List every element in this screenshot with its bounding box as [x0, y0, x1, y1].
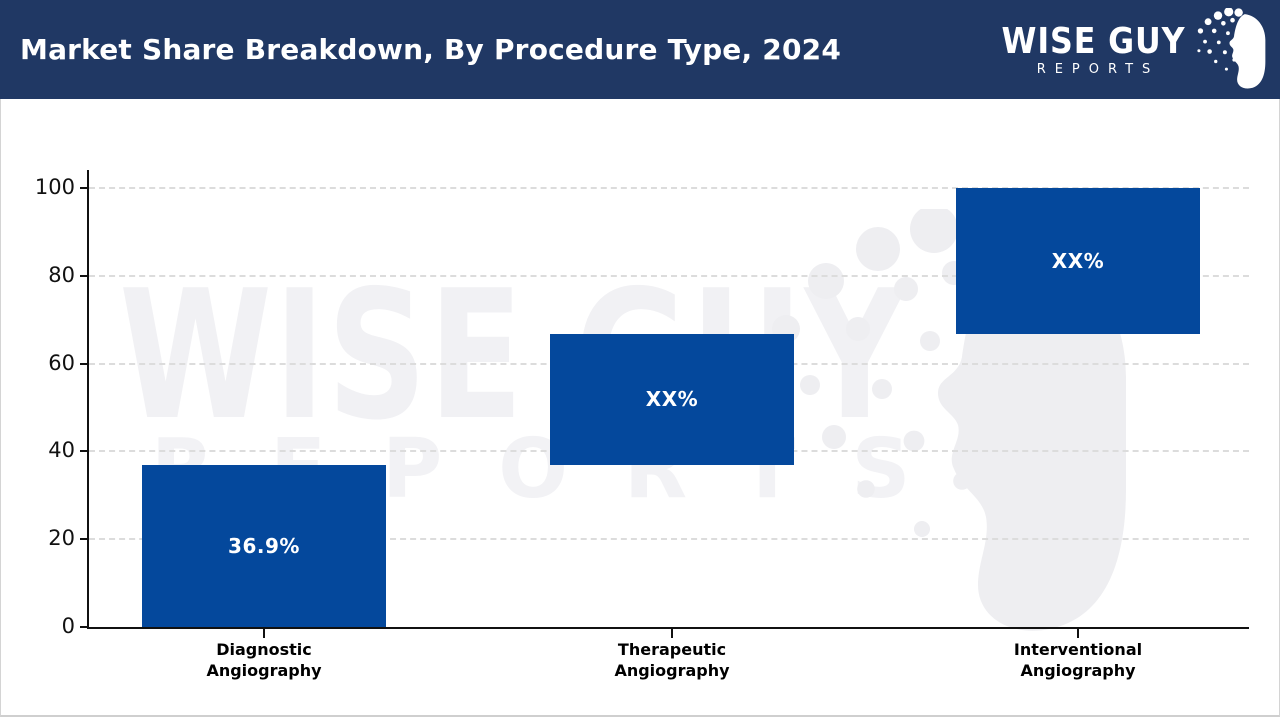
- bar-value-label: 36.9%: [228, 533, 300, 558]
- y-axis-line: [87, 170, 89, 629]
- bar-value-label: XX%: [1051, 249, 1105, 274]
- y-axis-tick: [80, 626, 88, 628]
- wiseguy-logo: WISE GUY REPORTS: [989, 6, 1270, 94]
- x-axis-line: [87, 627, 1249, 629]
- y-axis-tick-label: 20: [48, 526, 75, 551]
- page-title: Market Share Breakdown, By Procedure Typ…: [20, 33, 842, 66]
- x-axis-category-label: Diagnostic Angiography: [206, 640, 322, 681]
- y-axis-tick-label: 80: [48, 262, 75, 287]
- y-axis-tick: [80, 187, 88, 189]
- y-axis-tick-label: 100: [34, 175, 75, 199]
- header: Market Share Breakdown, By Procedure Typ…: [0, 0, 1280, 99]
- bar-value-label: XX%: [645, 387, 699, 412]
- logo-text: WISE GUY REPORTS: [989, 21, 1198, 77]
- x-axis-tick: [671, 629, 673, 638]
- y-axis-tick: [80, 274, 88, 277]
- bar-diagnostic-angiography: 36.9%: [142, 465, 386, 627]
- bar-interventional-angiography: XX%: [956, 188, 1200, 335]
- y-axis-tick: [80, 362, 88, 365]
- logo-face-icon: [1197, 8, 1266, 89]
- logo-subtext: REPORTS: [1036, 62, 1160, 77]
- gridline: [89, 274, 1249, 277]
- bar-therapeutic-angiography: XX%: [550, 334, 794, 465]
- y-axis-tick-label: 0: [61, 614, 75, 638]
- logo-wordmark: WISE GUY: [1001, 21, 1186, 62]
- gridline: [89, 187, 1249, 189]
- chart-area: WISE GUY REPORTS 0 20 40 60 80 100 36.9% Diagno…: [0, 99, 1280, 717]
- y-axis-tick-label: 60: [48, 350, 75, 375]
- gridline: [89, 538, 1249, 541]
- x-axis-category-label: Interventional Angiography: [1013, 640, 1143, 681]
- y-axis-tick: [80, 450, 88, 453]
- x-axis-category-label: Therapeutic Angiography: [614, 640, 730, 681]
- y-axis-tick: [80, 538, 88, 541]
- x-axis-tick: [1077, 629, 1079, 638]
- plot: 0 20 40 60 80 100 36.9% Diagnostic Angiography X…: [1, 99, 1279, 715]
- x-axis-tick: [263, 629, 265, 638]
- y-axis-tick-label: 40: [48, 438, 75, 463]
